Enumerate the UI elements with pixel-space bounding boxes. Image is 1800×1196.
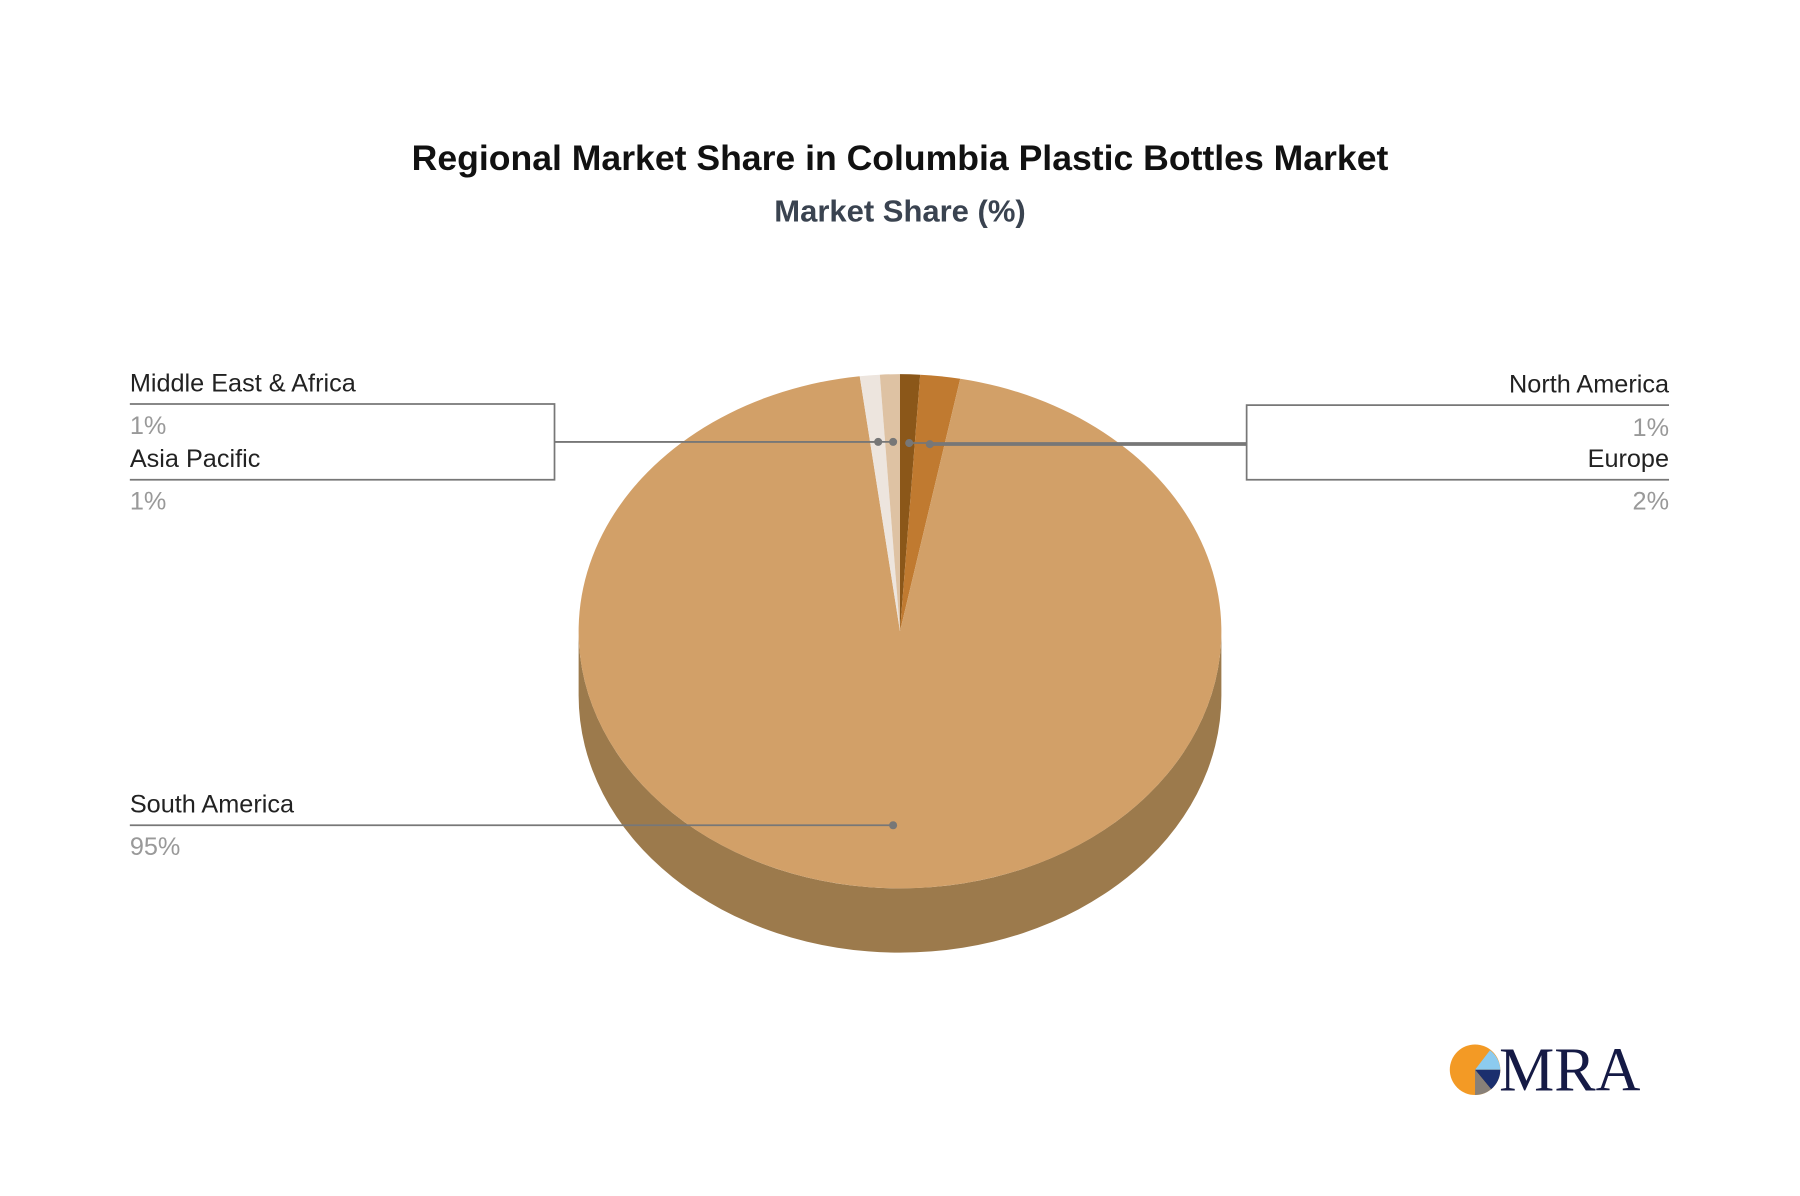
dot-north-america xyxy=(905,439,914,448)
chart-subtitle: Market Share (%) xyxy=(774,194,1025,229)
dot-south-america xyxy=(889,821,898,830)
pie-slice-north-america[interactable] xyxy=(900,374,921,632)
pie-slice-south-america[interactable] xyxy=(578,376,1222,889)
value-europe: 2% xyxy=(1633,488,1670,516)
label-south-america: South America xyxy=(130,791,295,819)
dot-mea xyxy=(874,437,883,446)
value-south-america: 95% xyxy=(130,833,181,861)
logo-text: MRA xyxy=(1499,1036,1640,1104)
mra-logo: MRA xyxy=(1449,1036,1641,1104)
dot-europe xyxy=(925,440,934,449)
label-asia-pacific: Asia Pacific xyxy=(130,445,261,473)
chart-title: Regional Market Share in Columbia Plasti… xyxy=(412,138,1389,178)
value-north-america: 1% xyxy=(1633,414,1670,442)
pie-side xyxy=(578,631,1222,953)
value-mea: 1% xyxy=(130,412,167,440)
pie-slice-asia-pacific[interactable] xyxy=(859,374,900,632)
pie-slice-europe[interactable] xyxy=(900,374,961,632)
leader-dots xyxy=(874,437,934,830)
label-europe: Europe xyxy=(1588,445,1669,473)
label-mea: Middle East & Africa xyxy=(130,369,357,397)
leader-lines xyxy=(129,403,1670,827)
value-asia-pacific: 1% xyxy=(130,488,167,516)
dot-asia-pacific xyxy=(889,437,898,446)
label-north-america: North America xyxy=(1509,371,1670,399)
pie xyxy=(578,374,1222,953)
